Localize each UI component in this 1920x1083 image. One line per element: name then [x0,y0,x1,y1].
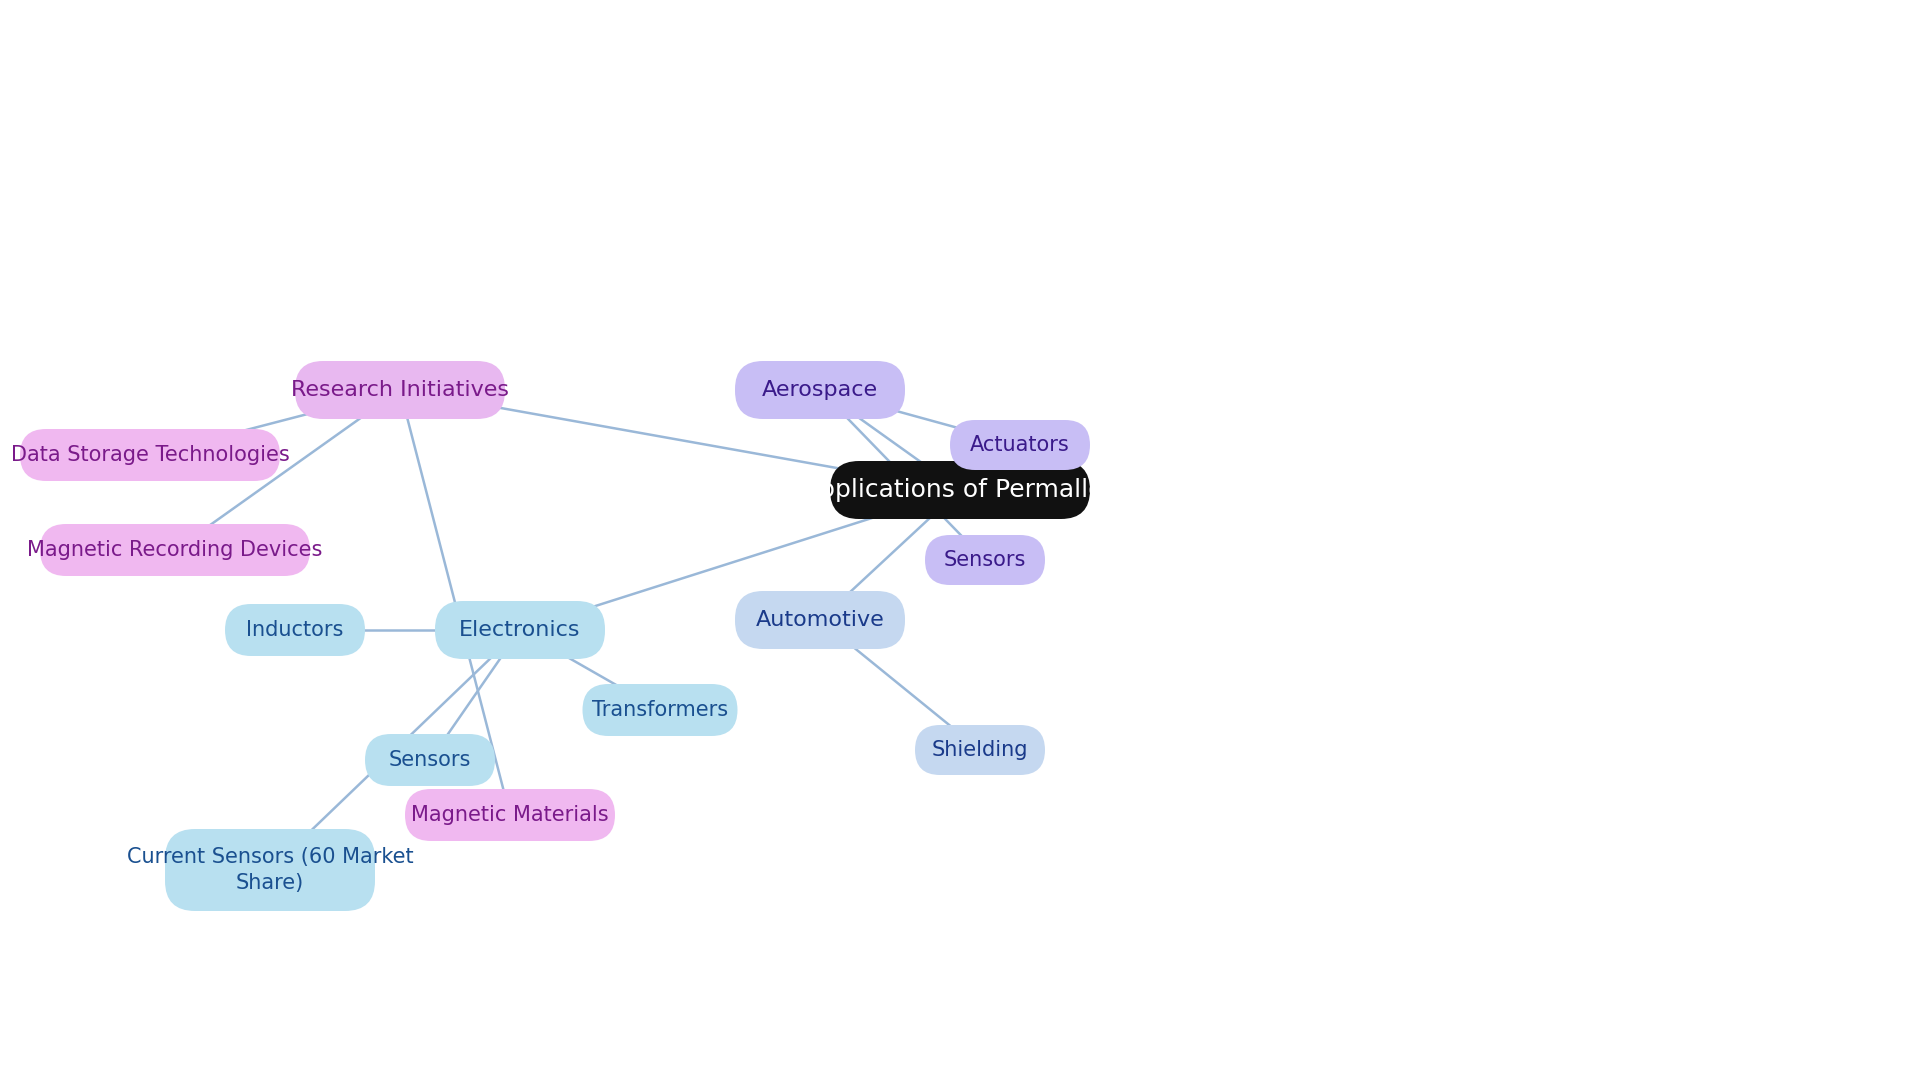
FancyBboxPatch shape [735,591,904,649]
FancyBboxPatch shape [925,535,1044,585]
Text: Shielding: Shielding [931,740,1029,760]
Text: Magnetic Materials: Magnetic Materials [411,805,609,825]
Text: Transformers: Transformers [591,700,728,720]
FancyBboxPatch shape [165,828,374,911]
Text: Actuators: Actuators [970,435,1069,455]
Text: Applications of Permalloy: Applications of Permalloy [803,478,1117,503]
FancyBboxPatch shape [225,604,365,656]
FancyBboxPatch shape [829,461,1091,519]
Text: Sensors: Sensors [945,550,1025,570]
FancyBboxPatch shape [916,725,1044,775]
Text: Research Initiatives: Research Initiatives [292,380,509,400]
Text: Automotive: Automotive [756,610,885,630]
FancyBboxPatch shape [405,790,614,841]
FancyBboxPatch shape [19,429,280,481]
Text: Aerospace: Aerospace [762,380,877,400]
FancyBboxPatch shape [296,361,505,419]
Text: Sensors: Sensors [390,751,470,770]
Text: Inductors: Inductors [246,619,344,640]
FancyBboxPatch shape [582,684,737,736]
FancyBboxPatch shape [365,734,495,786]
Text: Magnetic Recording Devices: Magnetic Recording Devices [27,540,323,560]
FancyBboxPatch shape [40,524,309,576]
Text: Current Sensors (60 Market
Share): Current Sensors (60 Market Share) [127,847,413,893]
FancyBboxPatch shape [950,420,1091,470]
FancyBboxPatch shape [735,361,904,419]
Text: Data Storage Technologies: Data Storage Technologies [12,445,290,465]
FancyBboxPatch shape [436,601,605,658]
Text: Electronics: Electronics [459,619,580,640]
